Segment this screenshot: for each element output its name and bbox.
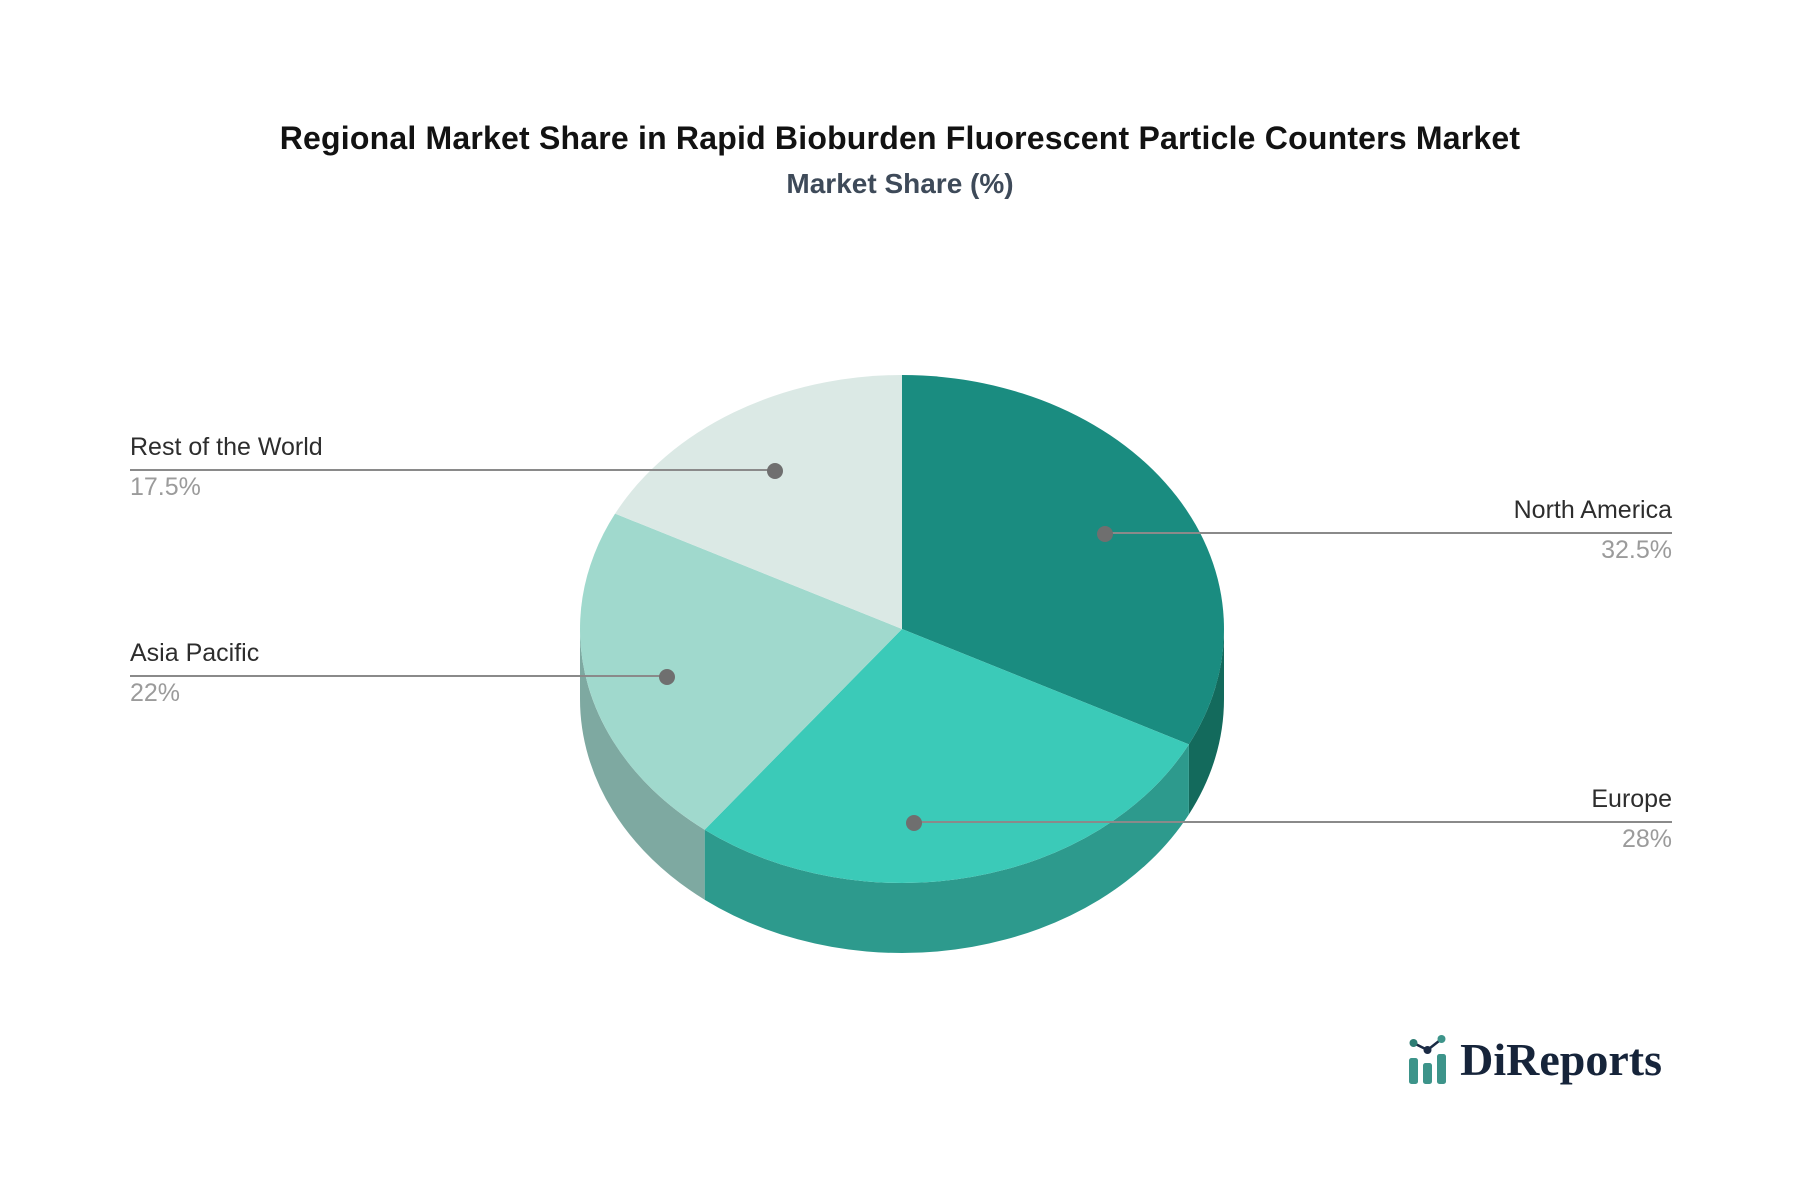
callout-value-north-america: 32.5% [1601, 536, 1672, 564]
pie-slice-rest-of-the-world[interactable] [615, 375, 902, 629]
pie-slice-side-asia-pacific [580, 629, 705, 900]
direports-logo-icon [1409, 1035, 1447, 1084]
callout-label-asia-pacific: Asia Pacific [130, 639, 260, 667]
pie-slice-europe[interactable] [704, 629, 1189, 883]
pie-slice-asia-pacific[interactable] [579, 513, 902, 830]
callout-value-europe: 28% [1621, 825, 1672, 853]
chart-subtitle: Market Share (%) [786, 168, 1014, 199]
callout-label-rest-of-the-world: Rest of the World [130, 433, 323, 461]
direports-logo: DiReports [1406, 1032, 1662, 1086]
chart-title: Regional Market Share in Rapid Bioburden… [279, 120, 1521, 156]
leader-dot-north-america [1097, 526, 1113, 542]
pie-slice-side-north-america [1188, 629, 1224, 815]
leader-dot-rest-of-the-world [767, 463, 783, 479]
leader-dot-europe [906, 815, 922, 831]
pie-slice-side-europe [704, 744, 1189, 953]
direports-logo-text: DiReports [1460, 1034, 1662, 1086]
callout-label-north-america: North America [1513, 496, 1672, 524]
callout-value-asia-pacific: 22% [130, 679, 181, 707]
callout-value-rest-of-the-world: 17.5% [130, 473, 201, 501]
leader-dot-asia-pacific [659, 669, 675, 685]
pie-slice-north-america[interactable] [902, 375, 1224, 745]
callout-label-europe: Europe [1591, 785, 1672, 813]
